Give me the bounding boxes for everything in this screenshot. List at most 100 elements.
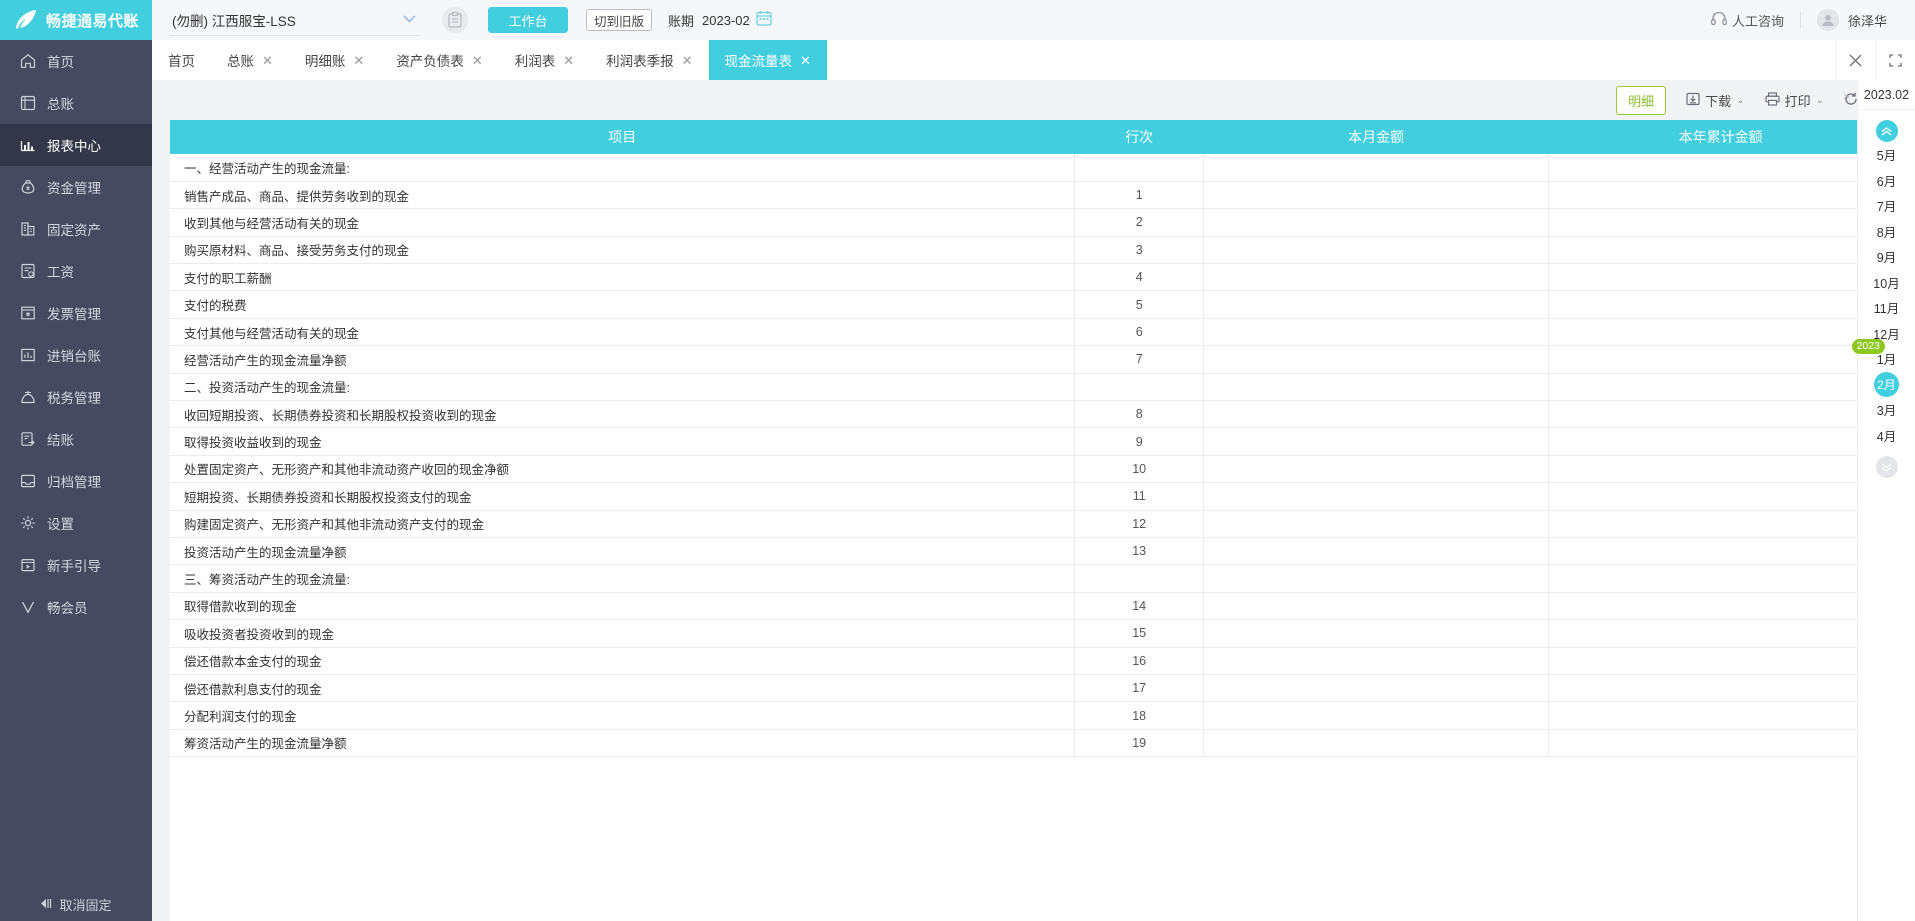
fullscreen-icon[interactable]: [1875, 40, 1915, 80]
cell-month-amount[interactable]: [1203, 701, 1549, 730]
switch-old-version-button[interactable]: 切到旧版: [586, 9, 653, 31]
tab-close-icon[interactable]: ✕: [563, 52, 575, 68]
month-item[interactable]: 8月: [1858, 219, 1915, 245]
sidebar-item-archive-management[interactable]: 归档管理: [0, 460, 152, 502]
month-item[interactable]: 6月: [1858, 168, 1915, 194]
cell-year-amount[interactable]: [1548, 208, 1893, 237]
sidebar-item-tax-management[interactable]: 税务管理: [0, 376, 152, 418]
sidebar-item-invoice-management[interactable]: 发票管理: [0, 292, 152, 334]
sidebar-item-fixed-assets[interactable]: 固定资产: [0, 208, 152, 250]
tab-income-statement-quarterly[interactable]: 利润表季报 ✕: [590, 40, 708, 80]
table-row[interactable]: 支付的税费 5: [170, 290, 1893, 319]
cell-month-amount[interactable]: [1203, 318, 1549, 347]
month-item[interactable]: 3月: [1858, 397, 1915, 423]
cell-year-amount[interactable]: [1548, 290, 1893, 319]
table-row[interactable]: 三、筹资活动产生的现金流量:: [170, 564, 1893, 593]
cell-month-amount[interactable]: [1203, 263, 1549, 292]
table-row[interactable]: 购买原材料、商品、接受劳务支付的现金 3: [170, 236, 1893, 265]
cell-month-amount[interactable]: [1203, 373, 1549, 402]
tab-detail-ledger[interactable]: 明细账 ✕: [289, 40, 380, 80]
workbench-button[interactable]: 工作台: [488, 7, 568, 33]
chevron-up-circle-icon[interactable]: [1875, 120, 1898, 142]
cell-month-amount[interactable]: [1203, 619, 1549, 648]
tab-close-icon[interactable]: ✕: [353, 52, 365, 68]
table-row[interactable]: 取得投资收益收到的现金 9: [170, 427, 1893, 456]
username[interactable]: 徐泽华: [1847, 13, 1887, 29]
support-button[interactable]: 人工咨询: [1711, 11, 1784, 30]
cell-year-amount[interactable]: [1548, 181, 1893, 210]
month-item[interactable]: 11月: [1858, 295, 1915, 321]
table-row[interactable]: 投资活动产生的现金流量净额 13: [170, 537, 1893, 566]
brand-logo-area[interactable]: 畅捷通易代账: [0, 0, 152, 40]
tab-close-icon[interactable]: ✕: [681, 52, 693, 68]
cell-year-amount[interactable]: [1548, 564, 1893, 593]
cell-year-amount[interactable]: [1548, 647, 1893, 675]
cell-year-amount[interactable]: [1548, 537, 1893, 566]
month-item[interactable]: 2月: [1858, 371, 1915, 398]
table-row[interactable]: 经营活动产生的现金流量净额 7: [170, 345, 1893, 374]
month-item[interactable]: 7月: [1858, 193, 1915, 219]
cell-month-amount[interactable]: [1203, 427, 1549, 456]
cell-year-amount[interactable]: [1548, 427, 1893, 456]
sidebar-item-home[interactable]: 首页: [0, 40, 152, 82]
sidebar-item-settings[interactable]: 设置: [0, 502, 152, 544]
table-row[interactable]: 短期投资、长期债券投资和长期股权投资支付的现金 11: [170, 482, 1893, 511]
month-item[interactable]: 2023 1月: [1851, 339, 1915, 372]
table-row[interactable]: 支付其他与经营活动有关的现金 6: [170, 318, 1893, 347]
cell-year-amount[interactable]: [1548, 592, 1893, 621]
company-select[interactable]: (勿删) 江西服宝-LSS: [170, 4, 420, 36]
sidebar-item-purchase-sales-ledger[interactable]: 进销台账: [0, 334, 152, 376]
chevron-down-circle-icon[interactable]: [1875, 456, 1898, 478]
cell-month-amount[interactable]: [1203, 154, 1549, 182]
sidebar-item-report-center[interactable]: 报表中心: [0, 124, 152, 166]
table-row[interactable]: 收到其他与经营活动有关的现金 2: [170, 208, 1893, 237]
cell-month-amount[interactable]: [1203, 482, 1549, 511]
table-row[interactable]: 吸收投资者投资收到的现金 15: [170, 619, 1893, 648]
user-avatar-icon[interactable]: [1816, 9, 1839, 31]
table-row[interactable]: 支付的职工薪酬 4: [170, 263, 1893, 292]
sidebar-item-settle-accounts[interactable]: 结账: [0, 418, 152, 460]
print-button[interactable]: 打印 ⌄: [1764, 91, 1824, 110]
cell-month-amount[interactable]: [1203, 510, 1549, 538]
cell-year-amount[interactable]: [1548, 154, 1893, 182]
cell-year-amount[interactable]: [1548, 510, 1893, 538]
table-row[interactable]: 二、投资活动产生的现金流量:: [170, 373, 1893, 402]
cell-year-amount[interactable]: [1548, 373, 1893, 402]
tab-general-ledger[interactable]: 总账 ✕: [211, 40, 289, 80]
chevron-double-right-icon[interactable]: »: [1843, 88, 1851, 103]
cell-year-amount[interactable]: [1548, 619, 1893, 648]
cell-year-amount[interactable]: [1548, 400, 1893, 429]
month-item[interactable]: 12月: [1858, 321, 1915, 347]
cell-month-amount[interactable]: [1203, 647, 1549, 675]
table-row[interactable]: 分配利润支付的现金 18: [170, 701, 1893, 730]
cell-year-amount[interactable]: [1548, 236, 1893, 265]
download-button[interactable]: 下载 ⌄: [1686, 91, 1745, 110]
table-row[interactable]: 购建固定资产、无形资产和其他非流动资产支付的现金 12: [170, 510, 1893, 538]
table-row[interactable]: 偿还借款本金支付的现金 16: [170, 647, 1893, 675]
cell-month-amount[interactable]: [1203, 729, 1549, 758]
cell-month-amount[interactable]: [1203, 400, 1549, 429]
cell-month-amount[interactable]: [1203, 674, 1549, 703]
sidebar-item-fund-management[interactable]: 资金管理: [0, 166, 152, 208]
table-row[interactable]: 取得借款收到的现金 14: [170, 592, 1893, 621]
clipboard-icon[interactable]: [442, 7, 468, 33]
tab-balance-sheet[interactable]: 资产负债表 ✕: [380, 40, 498, 80]
month-item[interactable]: 5月: [1858, 142, 1915, 168]
tab-close-icon[interactable]: ✕: [471, 52, 483, 68]
cell-year-amount[interactable]: [1548, 729, 1893, 758]
calendar-icon[interactable]: [756, 10, 772, 31]
cell-year-amount[interactable]: [1548, 674, 1893, 703]
table-row[interactable]: 收回短期投资、长期债券投资和长期股权投资收到的现金 8: [170, 400, 1893, 429]
sidebar-item-payroll[interactable]: 工资: [0, 250, 152, 292]
table-row[interactable]: 销售产成品、商品、提供劳务收到的现金 1: [170, 181, 1893, 210]
sidebar-item-vip-member[interactable]: 畅会员: [0, 586, 152, 628]
table-row[interactable]: 一、经营活动产生的现金流量:: [170, 154, 1893, 182]
table-row[interactable]: 筹资活动产生的现金流量净额 19: [170, 729, 1893, 758]
cell-month-amount[interactable]: [1203, 290, 1549, 319]
cell-year-amount[interactable]: [1548, 455, 1893, 484]
sidebar-item-beginner-guide[interactable]: 新手引导: [0, 544, 152, 586]
cell-month-amount[interactable]: [1203, 181, 1549, 210]
cell-month-amount[interactable]: [1203, 564, 1549, 593]
cell-year-amount[interactable]: [1548, 263, 1893, 292]
cell-month-amount[interactable]: [1203, 592, 1549, 621]
